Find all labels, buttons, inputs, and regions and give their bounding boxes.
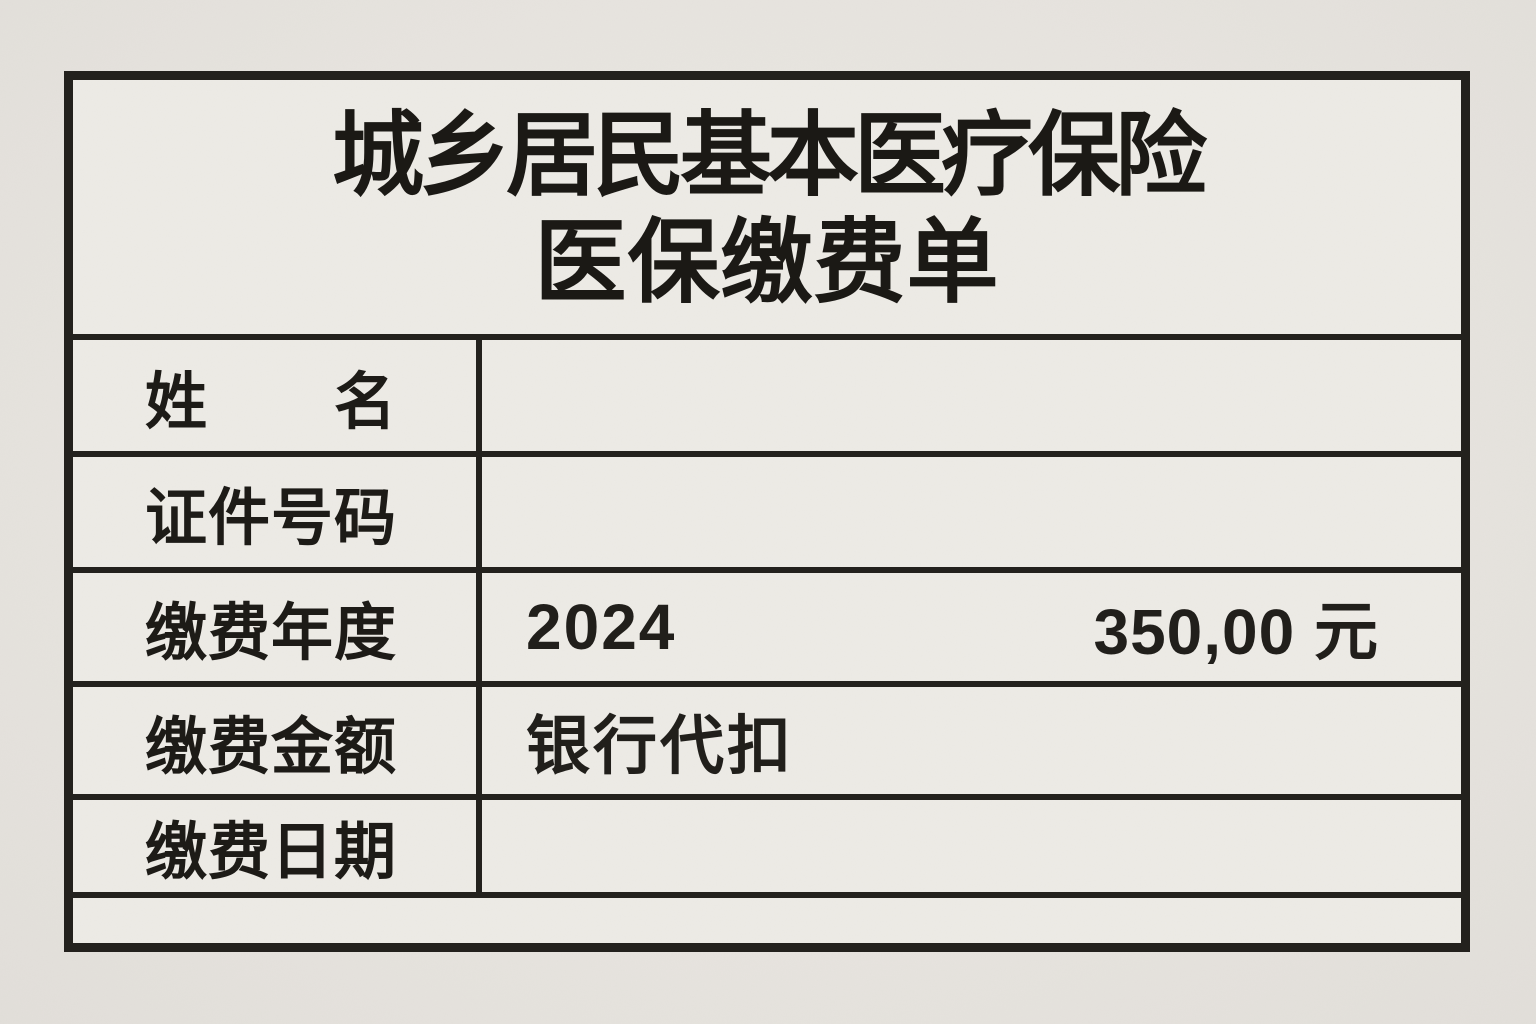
row-id-number: 证件号码 — [73, 451, 1461, 567]
payment-method-value: 银行代扣 — [526, 709, 794, 782]
row-name: 姓 名 — [73, 334, 1461, 451]
footer-empty-row — [73, 892, 1461, 943]
payment-amount-value: 350,00 元 — [1093, 596, 1379, 668]
row-payment-year: 缴费年度 2024 350,00 元 — [73, 567, 1461, 681]
payment-amount-label: 缴费金额 — [73, 687, 482, 794]
row-payment-date: 缴费日期 — [73, 794, 1461, 892]
payment-year-value: 2024 — [526, 591, 677, 663]
id-number-value — [482, 457, 1461, 567]
medical-insurance-payment-form: 城乡居民基本医疗保险 医保缴费单 姓 名 证件号码 缴费年度 2024 350,… — [64, 71, 1470, 952]
form-title-line2: 医保缴费单 — [534, 212, 1000, 314]
payment-year-label: 缴费年度 — [73, 573, 482, 681]
id-number-label: 证件号码 — [73, 457, 482, 567]
name-value — [482, 340, 1461, 451]
form-title-line1: 城乡居民基本医疗保险 — [331, 104, 1207, 207]
payment-date-value — [482, 800, 1461, 892]
name-label: 姓 名 — [73, 340, 482, 451]
row-payment-amount: 缴费金额 银行代扣 — [73, 681, 1461, 794]
payment-year-value-cell: 2024 350,00 元 — [482, 573, 1461, 681]
payment-date-label: 缴费日期 — [73, 800, 482, 892]
form-title: 城乡居民基本医疗保险 医保缴费单 — [73, 80, 1461, 334]
